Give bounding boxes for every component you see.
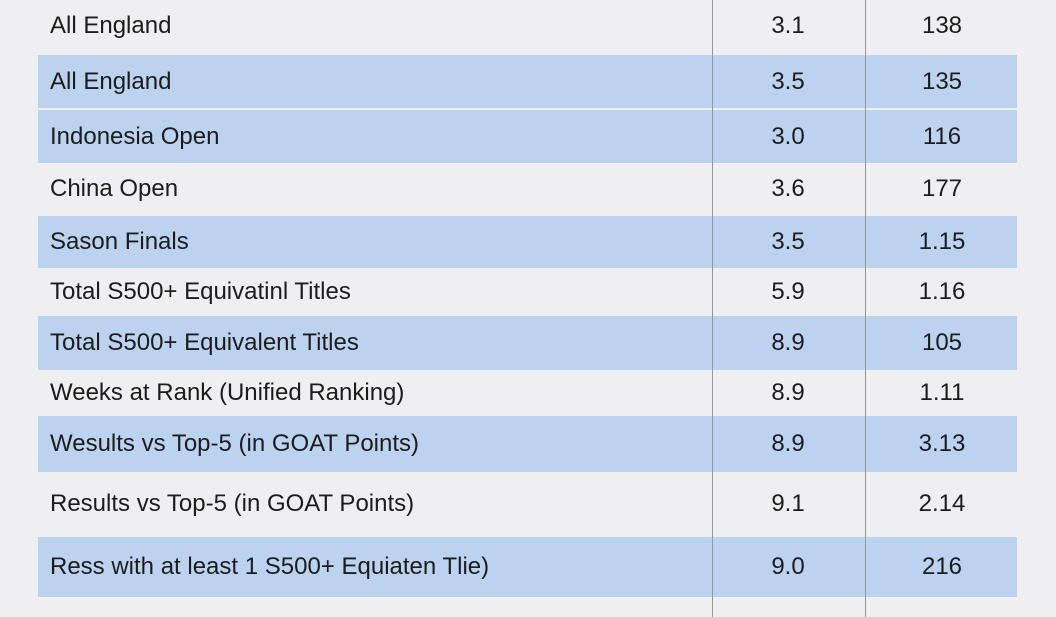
row-label: Indonesia Open — [50, 122, 220, 150]
value-cell: 3.5 — [771, 228, 805, 255]
value-cell: 8.9 — [771, 329, 805, 356]
row-label: Ress with at least 1 S500+ Equiaten Tlie… — [50, 553, 490, 580]
row-label: China Open — [50, 175, 179, 202]
column-divider — [712, 0, 713, 617]
row-label: All England — [50, 12, 172, 39]
value-cell: 3.5 — [771, 67, 805, 95]
value-cell: 116 — [922, 122, 962, 150]
table-row: Indonesia Open 3.0 116 — [38, 110, 1017, 163]
column-divider — [865, 0, 866, 617]
value-cell: 5.9 — [771, 278, 805, 305]
value-cell: 177 — [921, 175, 963, 202]
value-cell: 8.9 — [771, 378, 805, 406]
value-cell: 9.0 — [771, 553, 805, 580]
value-cell: 1.15 — [918, 228, 966, 255]
row-label: Sason Finals — [50, 228, 189, 255]
row-label: Total S500+ Equivatinl Titles — [50, 278, 351, 305]
table-row: Wesults vs Top-5 (in GOAT Points) 8.9 3.13 — [38, 416, 1017, 472]
value-cell: 216 — [921, 553, 963, 580]
value-cell: 9.1 — [771, 490, 805, 517]
value-cell: 135 — [921, 67, 963, 95]
table-row: Results vs Top-5 (in GOAT Points) 9.1 2.14 — [38, 472, 1017, 536]
row-label: Wesults vs Top-5 (in GOAT Points) — [50, 430, 420, 457]
table-row: All England 3.5 135 — [38, 55, 1017, 108]
value-cell: 3.13 — [918, 430, 966, 457]
value-cell: 105 — [921, 329, 963, 356]
table-row: Ress with at least 1 S500+ Equiaten Tlie… — [38, 537, 1017, 597]
row-label: All England — [50, 67, 172, 95]
table-row: China Open 3.6 177 — [38, 163, 1017, 215]
value-cell: 3.1 — [771, 12, 805, 39]
table-row: All England 3.1 138 — [38, 0, 1017, 52]
row-label: Total S500+ Equivalent Titles — [50, 329, 359, 356]
table-row: Weeks at Rank (Unified Ranking) 8.9 1.11 — [38, 370, 1017, 415]
value-cell: 3.6 — [771, 175, 805, 202]
table-row: Sason Finals 3.5 1.15 — [38, 216, 1017, 268]
value-cell: 3.0 — [771, 122, 805, 150]
value-cell: 138 — [921, 12, 963, 39]
table-row: Total S500+ Equivatinl Titles 5.9 1.16 — [38, 268, 1017, 316]
value-cell: 1.11 — [919, 378, 965, 406]
value-cell: 1.16 — [918, 278, 966, 305]
table-row: Total S500+ Equivalent Titles 8.9 105 — [38, 316, 1017, 370]
value-cell: 8.9 — [771, 430, 805, 457]
value-cell: 2.14 — [918, 490, 966, 517]
row-label: Weeks at Rank (Unified Ranking) — [50, 378, 405, 406]
row-label: Results vs Top-5 (in GOAT Points) — [50, 490, 415, 517]
